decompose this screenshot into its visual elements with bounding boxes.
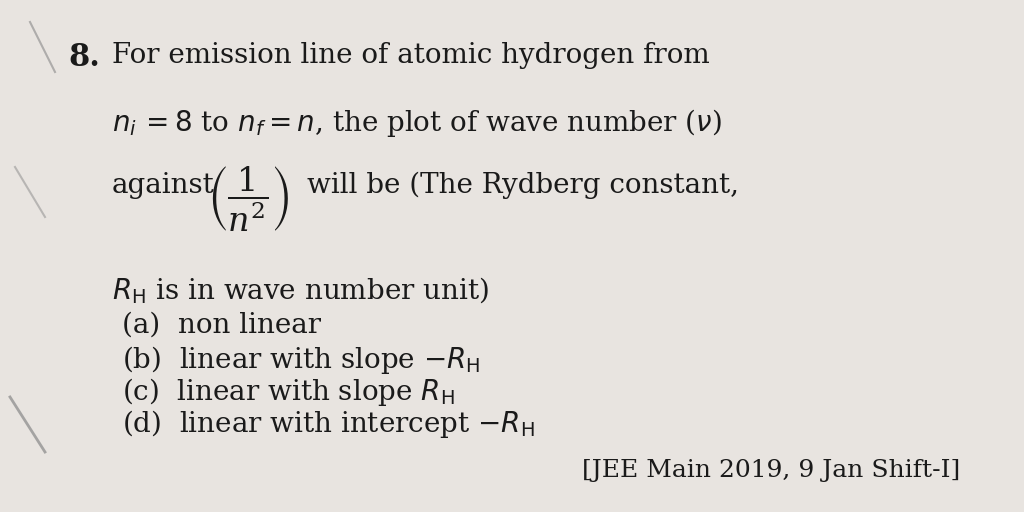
- Text: [JEE Main 2019, 9 Jan Shift-I]: [JEE Main 2019, 9 Jan Shift-I]: [582, 459, 961, 482]
- Text: will be (The Rydberg constant,: will be (The Rydberg constant,: [307, 172, 739, 199]
- Text: $n_i\,{=}8$ to $n_f{=}n$, the plot of wave number ($\nu$): $n_i\,{=}8$ to $n_f{=}n$, the plot of wa…: [112, 107, 722, 139]
- Text: (c)  linear with slope $R_\mathrm{H}$: (c) linear with slope $R_\mathrm{H}$: [122, 376, 455, 408]
- Text: $\left(\dfrac{1}{n^2}\right)$: $\left(\dfrac{1}{n^2}\right)$: [207, 164, 290, 233]
- Text: (d)  linear with intercept $-R_\mathrm{H}$: (d) linear with intercept $-R_\mathrm{H}…: [122, 408, 535, 440]
- Text: (a)  non linear: (a) non linear: [122, 312, 321, 339]
- Text: 8.: 8.: [68, 42, 100, 73]
- Text: For emission line of atomic hydrogen from: For emission line of atomic hydrogen fro…: [112, 42, 710, 69]
- Text: (b)  linear with slope $-R_\mathrm{H}$: (b) linear with slope $-R_\mathrm{H}$: [122, 344, 480, 376]
- Text: $R_\mathrm{H}$ is in wave number unit): $R_\mathrm{H}$ is in wave number unit): [112, 275, 488, 306]
- Text: against: against: [112, 172, 215, 199]
